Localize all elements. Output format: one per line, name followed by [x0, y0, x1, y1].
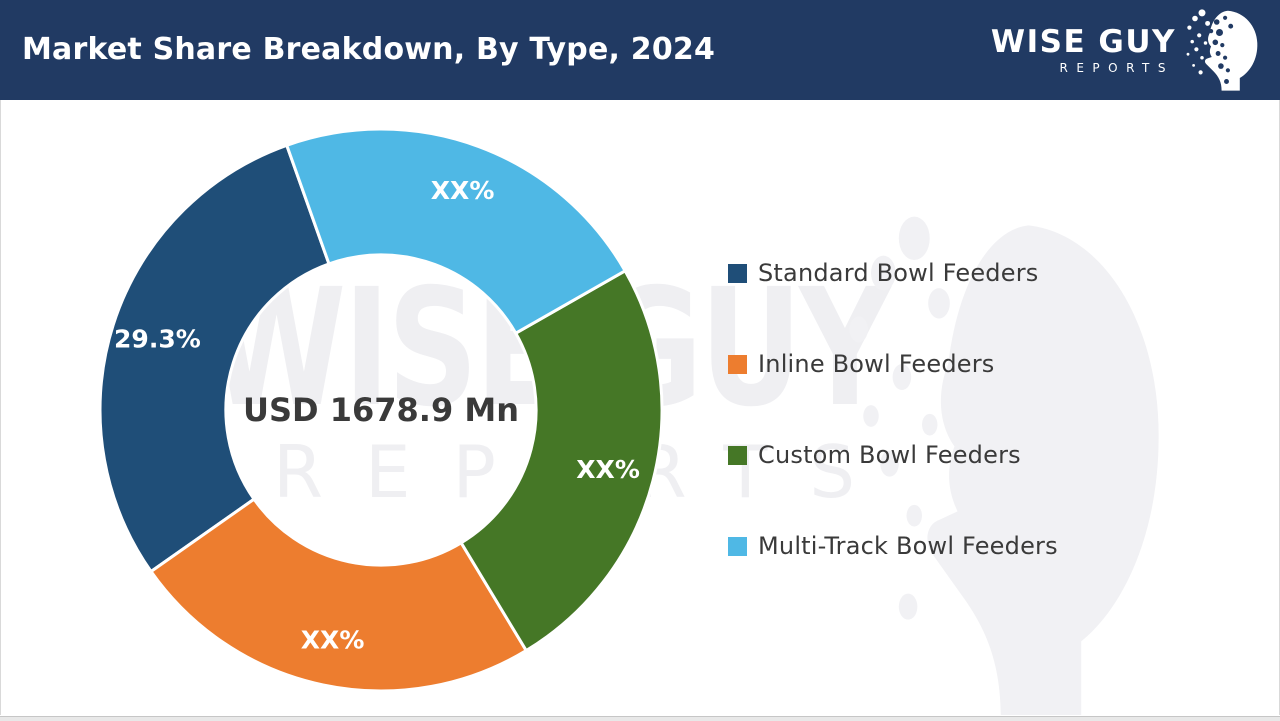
legend-swatch-standard	[728, 263, 747, 283]
footer-strip	[0, 716, 1280, 721]
legend-item-custom: Custom Bowl Feeders	[728, 441, 1058, 469]
watermark-face-icon	[849, 216, 1159, 715]
brand-face-icon	[1186, 9, 1258, 91]
legend-item-inline: Inline Bowl Feeders	[728, 350, 1058, 378]
brand-logo: WISE GUY REPORTS	[991, 8, 1266, 92]
donut-slice	[459, 268, 664, 653]
slice-percentage-label: XX%	[431, 176, 495, 205]
chart-canvas: WISE GUY REPORTS 29.3%XX%XX%XX% USD 1678…	[0, 100, 1280, 715]
legend-swatch-custom	[728, 445, 747, 465]
legend-swatch-inline	[728, 354, 747, 374]
donut-slice	[148, 497, 529, 693]
slice-percentage-label: XX%	[301, 625, 365, 654]
header-bar: Market Share Breakdown, By Type, 2024 WI…	[0, 0, 1280, 100]
legend-label: Inline Bowl Feeders	[758, 350, 995, 378]
legend-label: Standard Bowl Feeders	[758, 259, 1039, 287]
legend-label: Multi-Track Bowl Feeders	[758, 532, 1058, 560]
legend-label: Custom Bowl Feeders	[758, 441, 1021, 469]
legend-item-multitrack: Multi-Track Bowl Feeders	[728, 532, 1058, 560]
brand-logo-text: WISE GUY REPORTS	[991, 25, 1176, 75]
page-title: Market Share Breakdown, By Type, 2024	[22, 32, 716, 67]
donut-center-value: USD 1678.9 Mn	[243, 391, 519, 429]
donut-chart-container: 29.3% XX% XX% XX% USD 1678.9 Mn	[96, 125, 666, 699]
brand-subname: REPORTS	[1059, 61, 1174, 76]
legend-swatch-multitrack	[728, 536, 747, 556]
slice-percentage-label: XX%	[576, 455, 640, 484]
donut-slice	[284, 127, 628, 336]
brand-name: WISE GUY	[990, 23, 1176, 60]
donut-slice	[98, 143, 331, 574]
legend-item-standard: Standard Bowl Feeders	[728, 259, 1058, 287]
chart-legend: Standard Bowl Feeders Inline Bowl Feeder…	[728, 259, 1058, 560]
slice-percentage-label: 29.3%	[114, 325, 201, 354]
donut-chart: 29.3% XX% XX% XX% USD 1678.9 Mn	[98, 127, 664, 693]
